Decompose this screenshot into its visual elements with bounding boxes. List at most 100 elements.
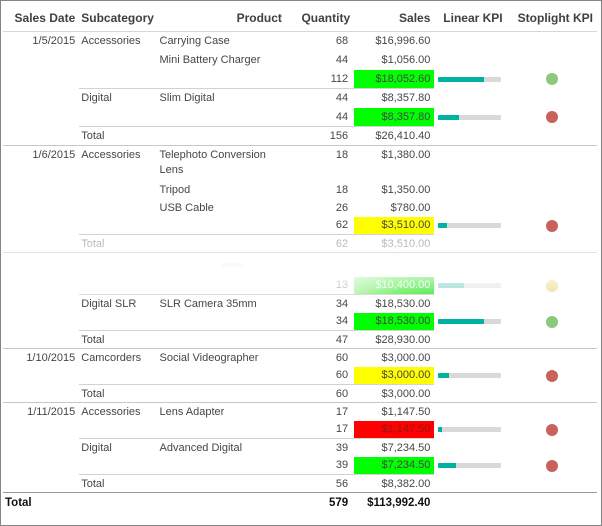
sales-date-cell	[3, 457, 79, 475]
subcategory-cell: Accessories	[79, 402, 158, 421]
washed-out-row	[3, 252, 597, 277]
sales-date-cell: 1/11/2015	[3, 402, 80, 421]
linear-kpi-cell	[434, 89, 506, 108]
stoplight-kpi-cell	[507, 217, 597, 235]
sales-cell: $8,382.00	[354, 474, 435, 493]
linear-kpi-cell	[434, 145, 507, 181]
quantity-cell: 156	[285, 126, 355, 146]
sales-date-cell	[3, 331, 79, 349]
linear-kpi-cell	[434, 252, 507, 277]
product-cell	[157, 330, 286, 349]
product-cell: Telephoto Conversion Lens	[157, 145, 286, 181]
sales-date-cell	[3, 70, 79, 89]
sales-cell: $8,357.80	[354, 107, 435, 127]
sales-cell: $18,530.00	[354, 294, 435, 313]
linear-kpi-bar	[438, 427, 502, 432]
linear-kpi-cell	[434, 51, 506, 70]
product-cell: Lens Adapter	[157, 402, 286, 421]
subcategory-cell: Digital	[79, 88, 158, 108]
stoplight-dot-green	[545, 315, 558, 328]
product-cell	[158, 421, 286, 439]
report-table-body: 1/5/2015 Accessories Carrying Case 68 $16,99…	[3, 32, 597, 513]
sales-date-cell: 1/6/2015	[3, 145, 80, 181]
table-row: 1/10/2015 Camcorders Social Videographer 60…	[3, 348, 597, 367]
stoplight-kpi-cell	[507, 421, 597, 439]
subcategory-cell	[79, 277, 157, 295]
stoplight-kpi-cell	[507, 475, 597, 493]
subcategory-cell: Total	[79, 330, 158, 349]
subcategory-cell: Total	[79, 234, 158, 253]
table-row: Digital SLR SLR Camera 35mm 34 $18,530.00	[3, 294, 597, 313]
stoplight-kpi-cell	[507, 32, 597, 51]
stoplight-dot-red	[545, 111, 558, 123]
stoplight-kpi-cell	[507, 295, 597, 313]
subcategory-cell: Digital SLR	[79, 294, 158, 313]
kpi-bar-fill	[438, 114, 460, 120]
product-cell	[158, 277, 286, 295]
linear-kpi-cell	[434, 331, 506, 349]
linear-kpi-bar	[438, 223, 502, 228]
stoplight-dot-green	[545, 73, 558, 85]
quantity-cell: 112	[330, 72, 349, 85]
quantity-cell: 44	[335, 110, 349, 123]
stoplight-dot-red	[545, 369, 558, 382]
table-row: 13 $10,400.00	[3, 276, 597, 295]
sales-cell: $3,000.00	[354, 366, 435, 385]
linear-kpi-bar	[438, 76, 502, 82]
column-header-linear-kpi: Linear KPI	[434, 7, 507, 32]
subcategory-cell: Total	[79, 474, 158, 493]
subcategory-cell	[79, 313, 157, 331]
linear-kpi-cell	[434, 295, 506, 313]
product-cell	[157, 474, 286, 493]
subcategory-cell	[79, 70, 157, 89]
product-cell: SLR Camera 35mm	[157, 294, 286, 313]
subcategory-cell: Total	[79, 384, 158, 403]
linear-kpi-cell	[434, 70, 506, 89]
subcategory-cell: Camcorders	[79, 348, 158, 367]
quantity-cell: 18	[285, 145, 355, 181]
quantity-cell: 60	[285, 348, 355, 367]
product-cell	[158, 367, 286, 385]
stoplight-kpi-cell	[507, 199, 597, 217]
table-row: Mini Battery Charger 44 $1,056.00	[3, 51, 597, 70]
quantity-cell: 44	[335, 54, 349, 66]
sales-date-cell	[3, 277, 79, 295]
subcategory-cell	[79, 492, 158, 513]
stoplight-kpi-cell	[506, 492, 597, 513]
linear-kpi-cell	[434, 457, 506, 475]
kpi-bar-fill	[438, 319, 485, 324]
linear-kpi-bar	[438, 373, 502, 378]
table-row: 1/5/2015 Accessories Carrying Case 68 $16,99…	[3, 32, 597, 51]
product-cell	[158, 217, 286, 235]
stoplight-dot-red	[545, 219, 558, 232]
quantity-cell: 39	[285, 438, 355, 457]
stoplight-dot-red	[545, 423, 558, 436]
product-cell: Social Videographer	[157, 348, 286, 367]
subcategory-cell	[79, 457, 157, 475]
kpi-bar-fill	[438, 76, 485, 82]
product-cell	[157, 492, 286, 513]
subcategory-cell: Accessories	[79, 145, 158, 181]
kpi-bar-fill	[438, 373, 450, 378]
table-row: Total 56 $8,382.00	[3, 474, 597, 493]
product-cell	[157, 234, 286, 253]
linear-kpi-cell	[434, 217, 506, 235]
sales-cell: $780.00	[390, 201, 431, 214]
table-row: USB Cable 26 $780.00	[3, 199, 597, 217]
linear-kpi-cell	[434, 348, 507, 367]
sales-cell: $1,147.50	[354, 402, 435, 421]
linear-kpi-bar	[438, 319, 502, 324]
sales-date-cell	[3, 475, 79, 493]
quantity-cell: 34	[335, 315, 349, 328]
linear-kpi-cell	[434, 181, 506, 199]
sales-cell: $8,357.80	[354, 88, 435, 108]
linear-kpi-bar	[438, 463, 502, 468]
subcategory-cell	[79, 199, 157, 217]
quantity-cell: 26	[335, 201, 349, 214]
table-row: Total 579 $113,992.40	[3, 492, 597, 513]
sales-date-cell	[3, 252, 80, 277]
table-row: 1/6/2015 Accessories Telephoto Conversion …	[3, 145, 597, 181]
quantity-cell: 60	[335, 369, 349, 382]
product-cell: Carrying Case	[159, 35, 230, 48]
